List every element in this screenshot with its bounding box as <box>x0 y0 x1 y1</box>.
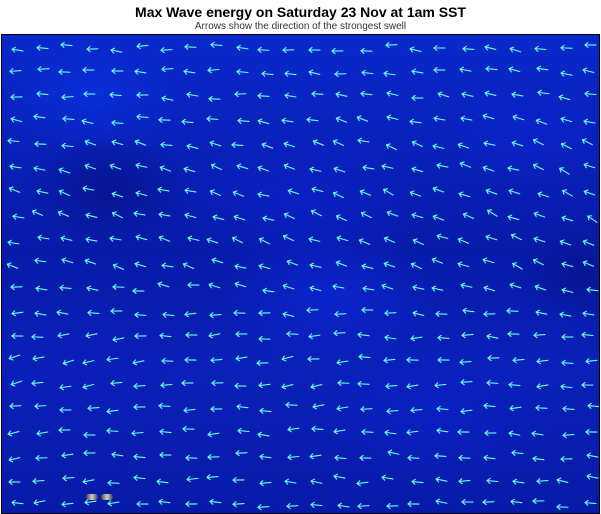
sea-heatmap-background <box>2 35 599 513</box>
chart-header: Max Wave energy on Saturday 23 Nov at 1a… <box>0 0 601 32</box>
wave-energy-map <box>1 34 600 514</box>
island-marker <box>86 494 98 500</box>
chart-title: Max Wave energy on Saturday 23 Nov at 1a… <box>0 4 601 20</box>
chart-subtitle: Arrows show the direction of the stronge… <box>0 21 601 32</box>
island-marker <box>101 494 113 500</box>
